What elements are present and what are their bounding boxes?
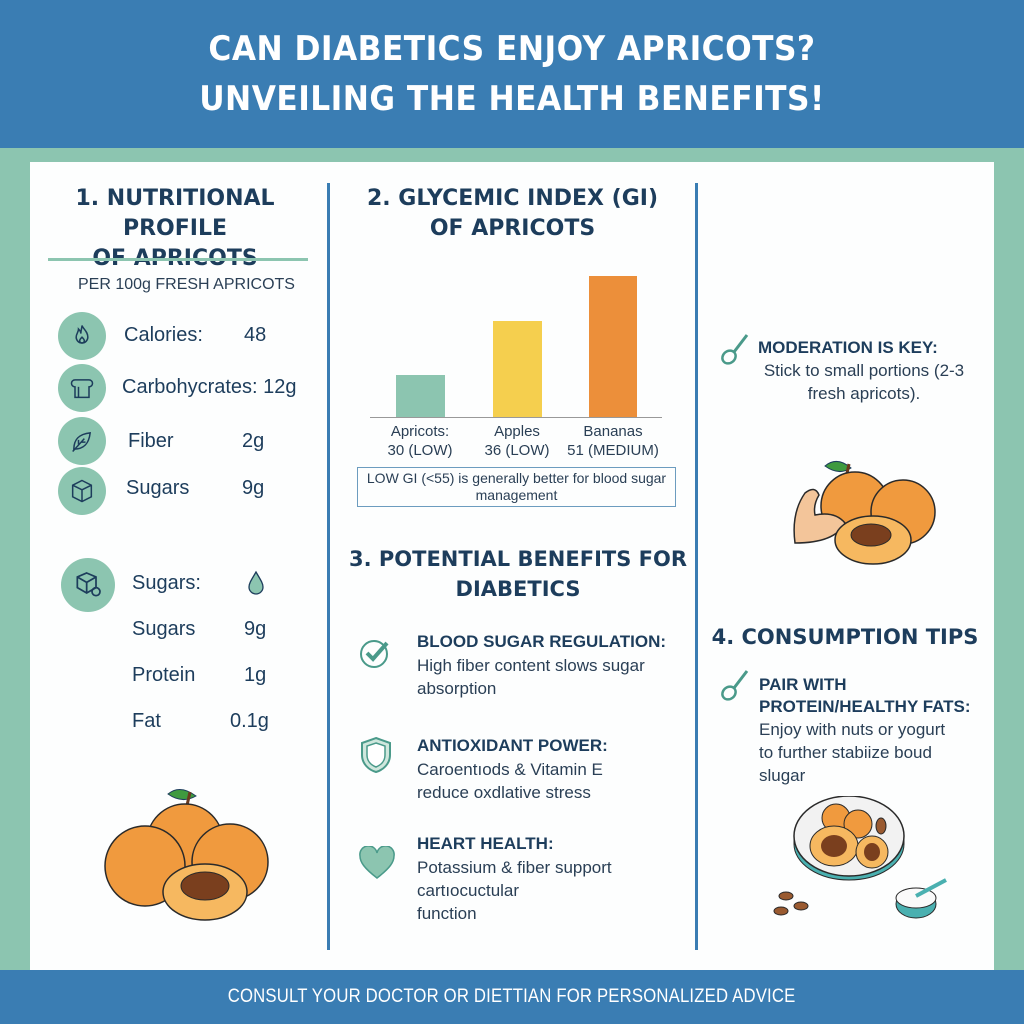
pair-text: Enjoy with nuts or yogurt to further sta… [759,718,945,787]
nutrient-label-fiber: Fiber [128,430,174,452]
header-banner: CAN DIABETICS ENJOY APRICOTS? UNVEILING … [0,0,1024,148]
section2-title-line1: 2. GLYCEMIC INDEX (GI) [366,186,659,211]
nutrient-value-sugars: 9g [242,477,265,499]
bar-label-bananas: Bananas 51 (MEDIUM) [558,422,668,460]
benefit-line: absorption [417,679,497,698]
benefit-line: function [417,904,477,923]
nutrient-label-fat: Fat [132,710,161,732]
section4-title: 4. CONSUMPTION TIPS [711,625,979,649]
title-line-2: UNVEILING THE HEALTH BENEFITS! [199,79,825,119]
benefit-text-blood-sugar: High fiber content slows sugar absorptio… [417,654,645,700]
content-panel: 1. NUTRITIONAL PROFILE OF APRICOTS PER 1… [30,162,994,970]
water-drop-icon [246,570,266,601]
section1-rule [48,258,308,261]
moderation-title: MODERATION IS KEY: [758,338,938,357]
moderation-line: Stick to small portions (2-3 [763,361,965,380]
chart-axis [370,417,662,418]
nutrient-value-calories: 48 [244,324,267,346]
gi-note: LOW GI (<55) is generally better for blo… [357,467,676,507]
pair-line: slugar [759,766,806,785]
heart-icon [358,845,396,885]
section3-title-line1: 3. POTENTIAL BENEFITS FOR [348,547,688,571]
benefit-line: High fiber content slows sugar [417,656,645,675]
leaf-icon [58,417,106,465]
section1-subtitle: PER 100g FRESH APRICOTS [78,276,295,293]
moderation-text: Stick to small portions (2-3 fresh apric… [754,359,974,405]
nutrient-label-sugars-3: Sugars [132,618,196,640]
sugar-cube-clock-icon [61,558,115,612]
bar-label-apples-name: Apples [494,423,540,440]
bread-icon [58,364,106,412]
benefit-title-heart: HEART HEALTH: [417,834,554,853]
pair-title-line1: PAIR WITH [759,675,847,694]
nutrient-label-calories: Calories: [124,324,203,346]
bar-label-apricots-value: 30 (LOW) [387,442,453,459]
benefit-title-blood-sugar: BLOOD SUGAR REGULATION: [417,632,667,651]
bar-label-apricots: Apricots: 30 (LOW) [370,422,470,460]
footer-disclaimer: CONSULT YOUR DOCTOR OR DIETTIAN FOR PERS… [228,986,796,1007]
shield-icon [360,736,392,779]
bar-label-apples: Apples 36 (LOW) [467,422,567,460]
section3-title-line2: DIABETICS [455,577,581,601]
apricot-yogurt-bowl-illustration [766,795,966,931]
apricots-muscle-illustration [785,448,955,573]
nutrient-label-protein: Protein [132,664,196,686]
nutrient-value-fiber: 2g [242,430,265,452]
bar-bananas [589,276,637,417]
benefit-title-antioxidant: ANTIOXIDANT POWER: [417,736,608,755]
moderation-line: fresh apricots). [807,384,921,403]
benefit-text-antioxidant: Caroentıods & Vitamin E reduce oxdlative… [417,758,603,804]
apricots-illustration [90,774,280,929]
column-divider-2 [695,183,698,950]
section2-title-line2: OF APRICOTS [429,216,596,241]
bar-label-apricots-name: Apricots: [390,423,450,440]
bar-apples [493,321,542,417]
nutrient-label-carbohydrates: Carbohycrates: 12g [122,376,297,398]
nutrient-value-fat: 0.1g [230,710,269,732]
section3-title: 3. POTENTIAL BENEFITS FOR DIABETICS [348,544,688,604]
section1-title-line1: 1. NUTRITIONAL PROFILE [75,186,275,241]
benefit-line: Caroentıods & Vitamin E [417,760,603,779]
spoon-icon [720,668,750,707]
benefit-text-heart: Potassium & fiber support cartıocuctular… [417,856,612,925]
bar-label-bananas-name: Bananas [583,423,643,440]
spoon-icon [720,332,750,371]
title-line-1: CAN DIABETICS ENJOY APRICOTS? [208,29,816,69]
benefit-line: Potassium & fiber support [417,858,612,877]
nutrient-label-sugars-2: Sugars: [132,572,201,594]
flame-icon [58,312,106,360]
pair-title-line2: PROTEIN/HEALTHY FATS: [759,697,971,716]
sugar-cube-icon [58,467,106,515]
pair-line: Enjoy with nuts or yogurt [759,720,946,739]
section2-title: 2. GLYCEMIC INDEX (GI) OF APRICOTS [340,184,685,244]
pair-title: PAIR WITH PROTEIN/HEALTHY FATS: [759,674,971,718]
pair-line: to further stabiize boud [759,743,932,762]
footer-banner: CONSULT YOUR DOCTOR OR DIETTIAN FOR PERS… [0,970,1024,1024]
benefit-line: cartıocuctular [417,881,520,900]
bar-label-bananas-value: 51 (MEDIUM) [567,442,659,459]
nutrient-value-protein: 1g [244,664,267,686]
nutrient-label-sugars: Sugars [126,477,190,499]
bar-label-apples-value: 36 (LOW) [484,442,550,459]
checkmark-circle-icon [358,636,394,675]
benefit-line: reduce oxdlative stress [417,783,591,802]
column-divider-1 [327,183,330,950]
bar-apricots [396,375,445,417]
nutrient-value-sugars-3: 9g [244,618,267,640]
